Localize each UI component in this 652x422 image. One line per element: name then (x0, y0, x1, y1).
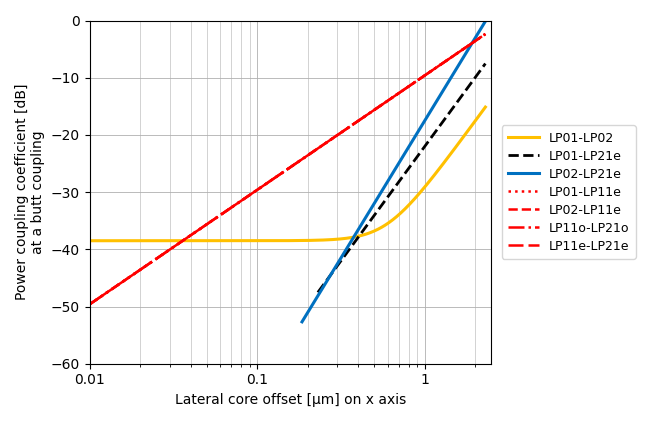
LP02-LP21e (481, 19, 489, 24)
LP02-LP11e (394, 91, 402, 96)
LP11e-LP21e (402, 86, 409, 91)
LP01-LP02 (126, 238, 134, 243)
LP01-LP21e (388, 189, 396, 194)
LP11o-LP21o (126, 274, 134, 279)
LP01-LP11e (246, 192, 254, 197)
LP11o-LP21o (394, 91, 402, 96)
LP11e-LP21e (394, 91, 402, 96)
LP11e-LP21e (481, 32, 489, 37)
LP02-LP21e (317, 289, 325, 294)
Line: LP11e-LP21e: LP11e-LP21e (90, 34, 485, 304)
LP02-LP11e (260, 183, 268, 188)
LP01-LP11e (481, 32, 489, 37)
LP01-LP11e (402, 86, 409, 91)
LP01-LP21e (314, 290, 322, 295)
LP01-LP11e (357, 116, 365, 121)
LP01-LP02 (246, 238, 254, 243)
LP02-LP21e (424, 113, 432, 118)
LP02-LP21e (441, 85, 449, 90)
LP01-LP11e (260, 183, 268, 188)
LP02-LP11e (246, 192, 254, 197)
LP11o-LP21o (260, 183, 268, 188)
LP01-LP02 (260, 238, 268, 243)
LP02-LP11e (481, 32, 489, 37)
LP01-LP21e (445, 111, 452, 116)
LP02-LP11e (126, 274, 134, 279)
LP11o-LP21o (357, 116, 365, 121)
LP11o-LP21o (246, 192, 254, 197)
LP11e-LP21e (260, 183, 268, 188)
Line: LP01-LP21e: LP01-LP21e (318, 64, 485, 292)
LP02-LP21e (298, 319, 306, 325)
Line: LP01-LP02: LP01-LP02 (90, 107, 485, 241)
LP01-LP11e (394, 91, 402, 96)
LP02-LP21e (379, 187, 387, 192)
Line: LP02-LP21e: LP02-LP21e (302, 21, 485, 322)
LP01-LP02 (357, 233, 365, 238)
Line: LP02-LP11e: LP02-LP11e (90, 34, 485, 304)
LP11o-LP21o (481, 32, 489, 37)
LP01-LP21e (381, 197, 389, 203)
LP11o-LP21o (86, 302, 94, 307)
LP01-LP11e (126, 274, 134, 279)
LP01-LP21e (331, 267, 339, 272)
LP02-LP11e (86, 302, 94, 307)
LP01-LP02 (402, 206, 409, 211)
LP11e-LP21e (357, 116, 365, 121)
LP01-LP21e (481, 61, 489, 66)
LP02-LP11e (402, 86, 409, 91)
Line: LP11o-LP21o: LP11o-LP21o (90, 34, 485, 304)
LP02-LP11e (357, 116, 365, 121)
LP01-LP02 (86, 238, 94, 243)
LP01-LP02 (394, 213, 402, 218)
LP01-LP21e (429, 133, 437, 138)
X-axis label: Lateral core offset [μm] on x axis: Lateral core offset [μm] on x axis (175, 393, 406, 407)
LP11o-LP21o (402, 86, 409, 91)
LP11e-LP21e (246, 192, 254, 197)
LP01-LP21e (447, 107, 455, 112)
LP02-LP21e (445, 79, 452, 84)
LP01-LP02 (481, 105, 489, 110)
LP01-LP11e (86, 302, 94, 307)
Y-axis label: Power coupling coefficient [dB]
at a butt coupling: Power coupling coefficient [dB] at a but… (15, 84, 45, 300)
Legend: LP01-LP02, LP01-LP21e, LP02-LP21e, LP01-LP11e, LP02-LP11e, LP11o-LP21o, LP11e-LP: LP01-LP02, LP01-LP21e, LP02-LP21e, LP01-… (502, 125, 636, 259)
LP02-LP21e (372, 198, 380, 203)
LP11e-LP21e (86, 302, 94, 307)
LP11e-LP21e (126, 274, 134, 279)
Line: LP01-LP11e: LP01-LP11e (90, 34, 485, 304)
